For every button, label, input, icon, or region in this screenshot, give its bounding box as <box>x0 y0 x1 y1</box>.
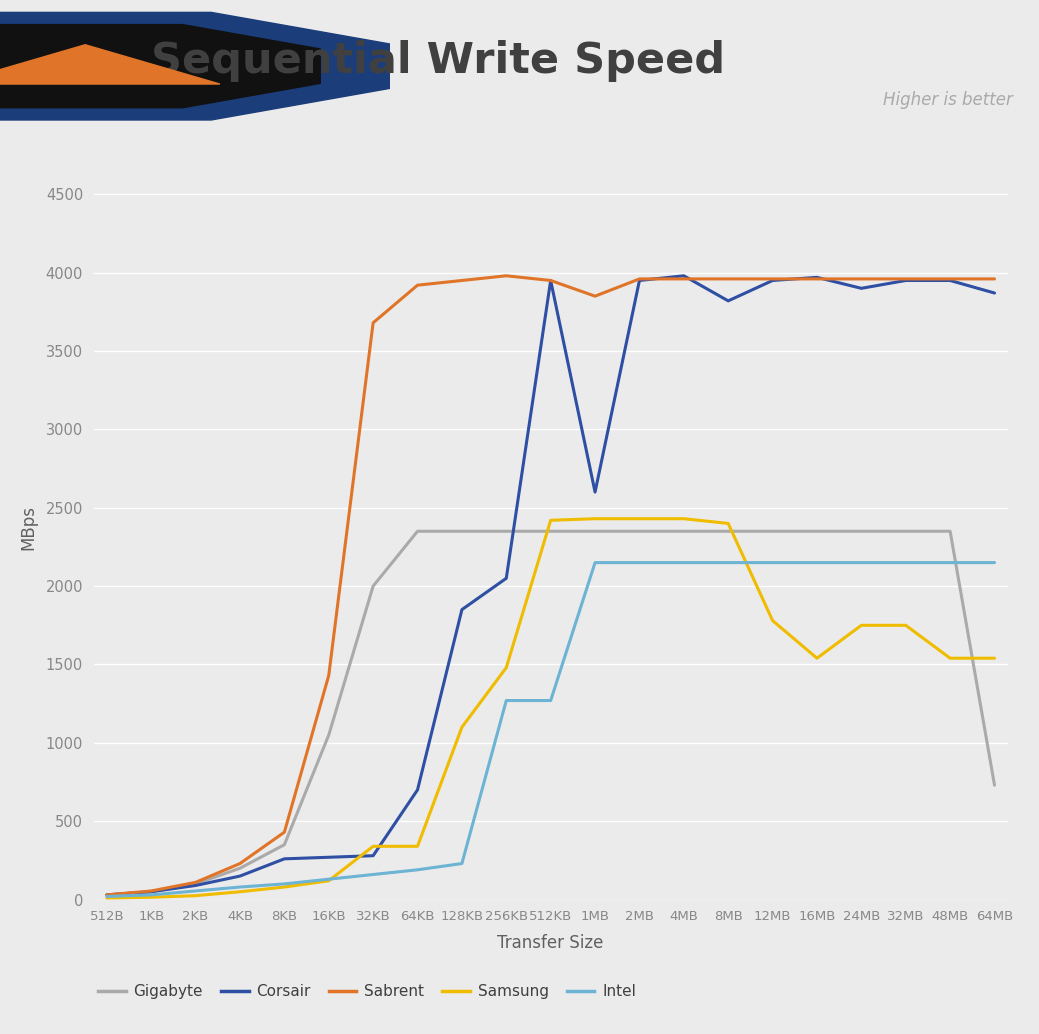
X-axis label: Transfer Size: Transfer Size <box>498 934 604 952</box>
Text: Higher is better: Higher is better <box>883 91 1013 109</box>
Legend: Gigabyte, Corsair, Sabrent, Samsung, Intel: Gigabyte, Corsair, Sabrent, Samsung, Int… <box>92 978 642 1005</box>
Y-axis label: MBps: MBps <box>20 505 37 550</box>
Text: Sequential Write Speed: Sequential Write Speed <box>151 40 725 82</box>
Polygon shape <box>0 25 320 108</box>
Polygon shape <box>0 12 390 120</box>
Polygon shape <box>0 44 220 84</box>
